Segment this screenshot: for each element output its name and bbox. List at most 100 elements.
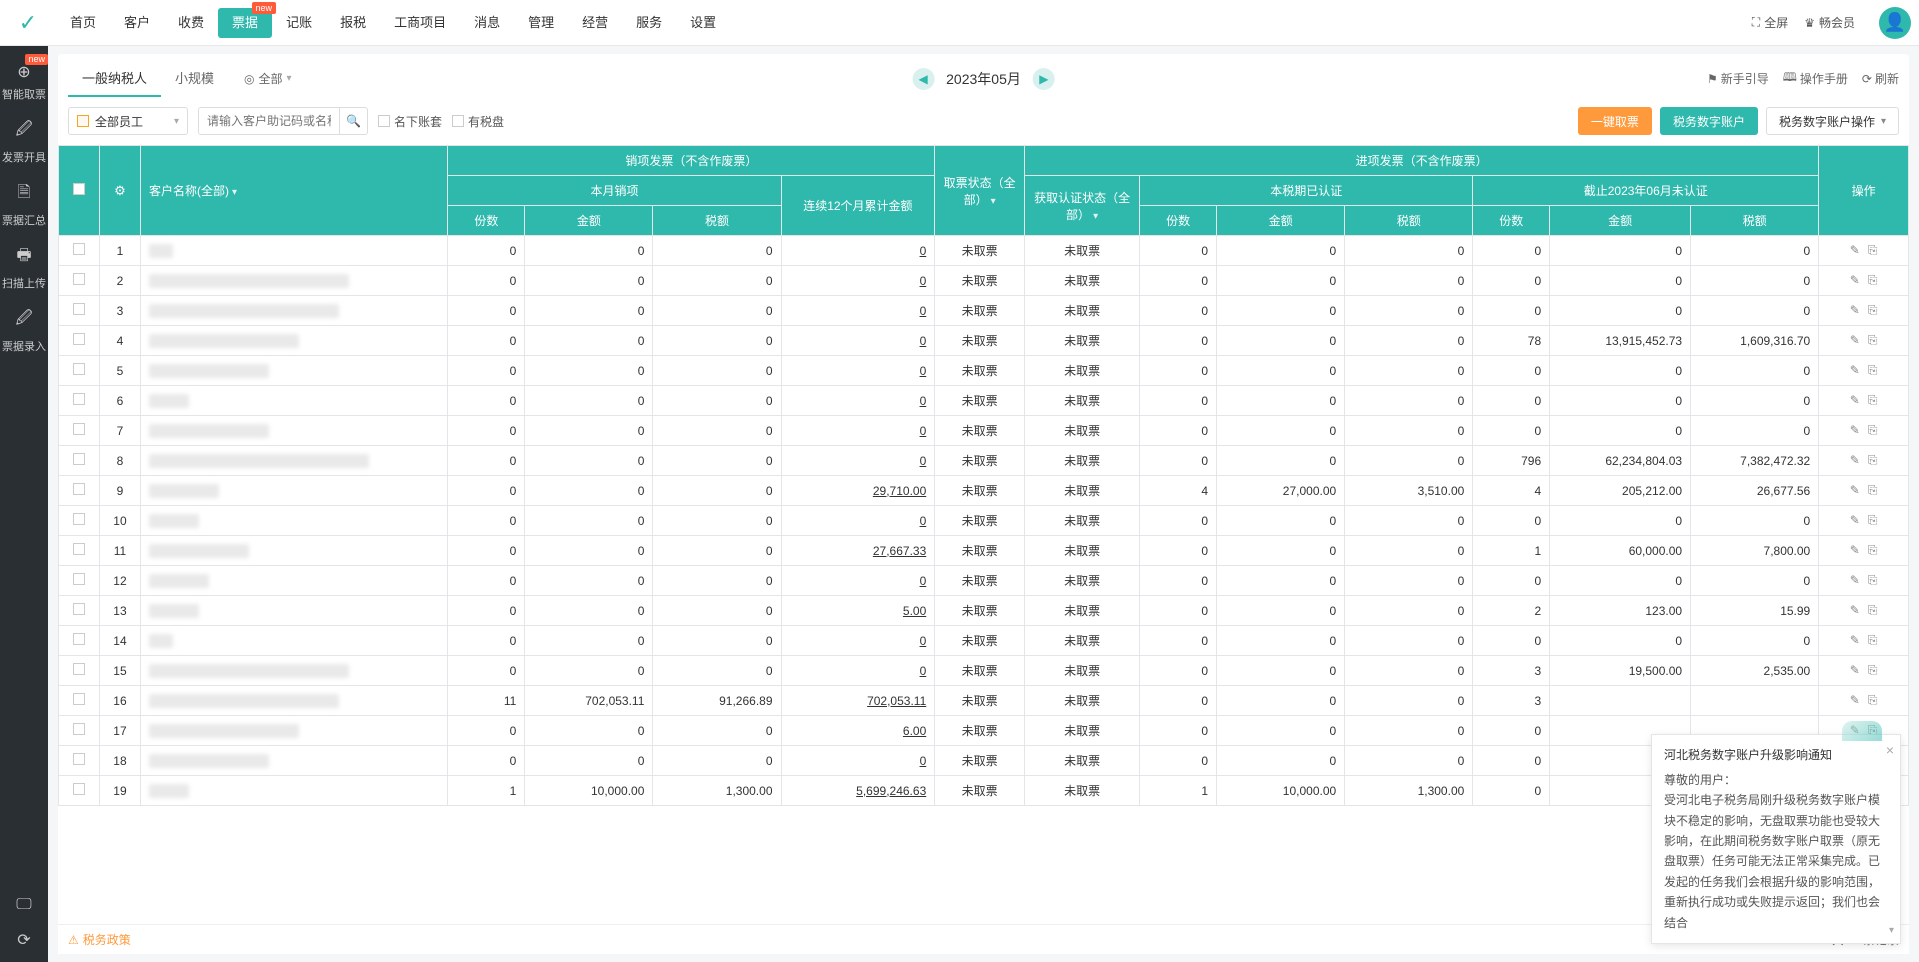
row-checkbox[interactable] [73, 633, 85, 645]
sidebar-发票开具[interactable]: 🖉发票开具 [0, 110, 48, 173]
row-checkbox[interactable] [73, 723, 85, 735]
expand-icon[interactable]: ▾ [1889, 922, 1894, 939]
row-checkbox[interactable] [73, 303, 85, 315]
rolling12-link[interactable]: 0 [920, 304, 927, 318]
more-icon[interactable]: ⎘ [1868, 693, 1878, 708]
rolling12-link[interactable]: 0 [920, 454, 927, 468]
more-icon[interactable]: ⎘ [1868, 663, 1878, 678]
link-新手引导[interactable]: ⚑ 新手引导 [1707, 68, 1769, 89]
row-checkbox[interactable] [73, 573, 85, 585]
rolling12-link[interactable]: 5.00 [903, 604, 926, 618]
tab-一般纳税人[interactable]: 一般纳税人 [68, 60, 161, 97]
close-icon[interactable]: × [1886, 739, 1894, 763]
rolling12-link[interactable]: 0 [920, 244, 927, 258]
row-checkbox[interactable] [73, 753, 85, 765]
more-icon[interactable]: ⎘ [1868, 513, 1878, 528]
filter-icon[interactable]: ▾ [991, 196, 996, 207]
more-icon[interactable]: ⎘ [1868, 543, 1878, 558]
more-icon[interactable]: ⎘ [1868, 633, 1878, 648]
sidebar-智能取票[interactable]: ⊕智能取票new [0, 54, 48, 110]
more-icon[interactable]: ⎘ [1868, 393, 1878, 408]
scope-selector[interactable]: ◎ 全部 ▾ [244, 70, 292, 87]
row-checkbox[interactable] [73, 513, 85, 525]
edit-icon[interactable]: ✎ [1850, 573, 1860, 588]
rolling12-link[interactable]: 0 [920, 364, 927, 378]
edit-icon[interactable]: ✎ [1850, 603, 1860, 618]
edit-icon[interactable]: ✎ [1850, 633, 1860, 648]
rolling12-link[interactable]: 0 [920, 334, 927, 348]
edit-icon[interactable]: ✎ [1850, 453, 1860, 468]
customer-name[interactable]: x [149, 364, 269, 378]
edit-icon[interactable]: ✎ [1850, 363, 1860, 378]
more-icon[interactable]: ⎘ [1868, 483, 1878, 498]
customer-name[interactable]: x [149, 424, 269, 438]
nav-消息[interactable]: 消息 [460, 8, 514, 38]
tab-小规模[interactable]: 小规模 [161, 60, 228, 97]
more-icon[interactable]: ⎘ [1868, 363, 1878, 378]
nav-记账[interactable]: 记账 [272, 8, 326, 38]
link-操作手册[interactable]: 🕮 操作手册 [1783, 68, 1848, 89]
row-checkbox[interactable] [73, 783, 85, 795]
rolling12-link[interactable]: 0 [920, 574, 927, 588]
nav-管理[interactable]: 管理 [514, 8, 568, 38]
gear-icon[interactable]: ⚙ [114, 183, 126, 198]
edit-icon[interactable]: ✎ [1850, 543, 1860, 558]
checkbox-mingxia[interactable]: 名下账套 [378, 113, 442, 130]
customer-name[interactable]: x [149, 604, 199, 618]
row-checkbox[interactable] [73, 603, 85, 615]
customer-name[interactable]: x [149, 394, 189, 408]
edit-icon[interactable]: ✎ [1850, 693, 1860, 708]
row-checkbox[interactable] [73, 693, 85, 705]
edit-icon[interactable]: ✎ [1850, 393, 1860, 408]
row-checkbox[interactable] [73, 543, 85, 555]
period-prev-button[interactable]: ◀ [912, 68, 934, 90]
rolling12-link[interactable]: 0 [920, 394, 927, 408]
customer-name[interactable]: x [149, 754, 269, 768]
customer-name[interactable]: x [149, 454, 369, 468]
more-icon[interactable]: ⎘ [1868, 573, 1878, 588]
customer-name[interactable]: x [149, 664, 349, 678]
member-button[interactable]: ♛畅会员 [1804, 14, 1855, 31]
rolling12-link[interactable]: 0 [920, 664, 927, 678]
sidebar-bottom-icon[interactable]: 🖵 [16, 896, 31, 914]
fullscreen-button[interactable]: ⛶全屏 [1752, 14, 1788, 31]
row-checkbox[interactable] [73, 333, 85, 345]
more-icon[interactable]: ⎘ [1868, 273, 1878, 288]
tax-policy-link[interactable]: ⚠税务政策 [68, 931, 131, 948]
nav-票据[interactable]: 票据new [218, 8, 272, 38]
nav-工商项目[interactable]: 工商项目 [380, 8, 460, 38]
customer-name[interactable]: x [149, 544, 249, 558]
edit-icon[interactable]: ✎ [1850, 423, 1860, 438]
fetch-invoice-button[interactable]: 一键取票 [1578, 107, 1652, 135]
rolling12-link[interactable]: 29,710.00 [873, 484, 926, 498]
row-checkbox[interactable] [73, 393, 85, 405]
edit-icon[interactable]: ✎ [1850, 273, 1860, 288]
edit-icon[interactable]: ✎ [1850, 513, 1860, 528]
row-checkbox[interactable] [73, 363, 85, 375]
row-checkbox[interactable] [73, 273, 85, 285]
customer-name[interactable]: x [149, 334, 299, 348]
employee-select[interactable]: 全部员工 ▾ [68, 107, 188, 135]
rolling12-link[interactable]: 5,699,246.63 [856, 784, 926, 798]
nav-服务[interactable]: 服务 [622, 8, 676, 38]
more-icon[interactable]: ⎘ [1868, 453, 1878, 468]
sidebar-bottom-icon[interactable]: ⟳ [17, 930, 30, 950]
row-checkbox[interactable] [73, 423, 85, 435]
filter-icon[interactable]: ▾ [232, 187, 237, 198]
more-icon[interactable]: ⎘ [1868, 303, 1878, 318]
nav-收费[interactable]: 收费 [164, 8, 218, 38]
checkbox-youshuipan[interactable]: 有税盘 [452, 113, 504, 130]
select-all-checkbox[interactable] [73, 183, 85, 195]
sidebar-票据录入[interactable]: 🖉票据录入 [0, 299, 48, 362]
nav-客户[interactable]: 客户 [110, 8, 164, 38]
link-刷新[interactable]: ⟳ 刷新 [1862, 68, 1899, 89]
customer-name[interactable]: x [149, 784, 189, 798]
edit-icon[interactable]: ✎ [1850, 243, 1860, 258]
tax-account-ops-button[interactable]: 税务数字账户操作▾ [1766, 107, 1899, 135]
rolling12-link[interactable]: 0 [920, 424, 927, 438]
customer-name[interactable]: x [149, 244, 173, 258]
customer-name[interactable]: x [149, 304, 339, 318]
customer-name[interactable]: x [149, 274, 349, 288]
more-icon[interactable]: ⎘ [1868, 423, 1878, 438]
customer-name[interactable]: x [149, 574, 209, 588]
